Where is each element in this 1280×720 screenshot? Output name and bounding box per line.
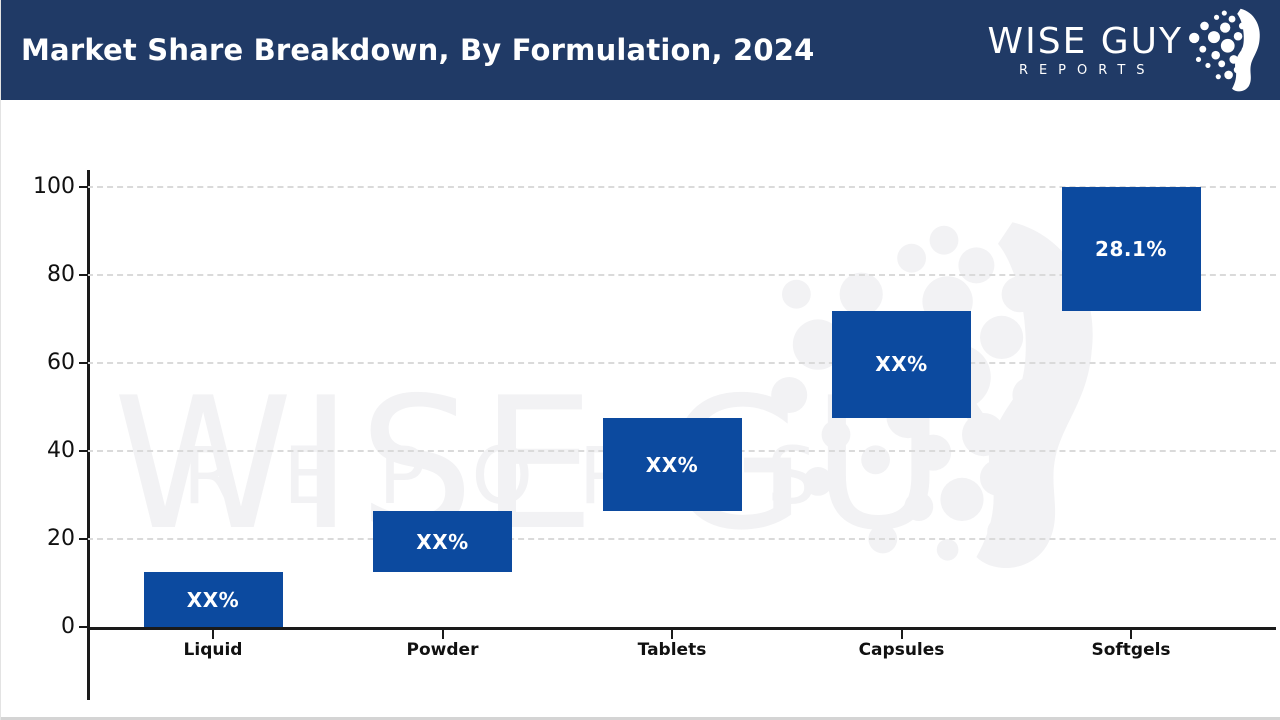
- y-axis-tick-label-0: 0: [61, 614, 75, 639]
- x-axis-line: [87, 627, 1276, 630]
- bar-value-label-tablets: XX%: [645, 452, 699, 477]
- x-axis-label-softgels: Softgels: [1091, 640, 1171, 660]
- y-axis-line: [87, 170, 90, 700]
- y-axis-tick-label-60: 60: [47, 350, 75, 375]
- y-axis-tick-0: [79, 626, 88, 628]
- y-axis-tick-60: [79, 362, 88, 364]
- gridline-y100: [87, 186, 1276, 188]
- x-axis-label-powder: Powder: [406, 640, 479, 660]
- header-bar: Market Share Breakdown, By Formulation, …: [1, 0, 1280, 100]
- wise-guy-reports-logo: WISE GUY REPORTS: [988, 6, 1264, 94]
- logo-subtext: REPORTS: [1018, 62, 1156, 78]
- y-axis-tick-80: [79, 274, 88, 276]
- bar-powder: XX%: [373, 511, 512, 572]
- y-axis-tick-label-40: 40: [47, 438, 75, 463]
- y-axis-tick-100: [79, 186, 88, 188]
- x-axis-tick-liquid: [212, 630, 214, 639]
- x-axis-label-capsules: Capsules: [858, 640, 945, 660]
- y-axis-tick-20: [79, 538, 88, 540]
- bar-softgels: 28.1%: [1061, 187, 1201, 311]
- y-axis-tick-40: [79, 450, 88, 452]
- page-title: Market Share Breakdown, By Formulation, …: [21, 33, 815, 67]
- bar-value-label-softgels: 28.1%: [1095, 236, 1167, 261]
- x-axis-tick-tablets: [671, 630, 673, 639]
- logo-wordmark: WISE GUY: [987, 20, 1183, 62]
- y-axis-tick-label-20: 20: [47, 526, 75, 551]
- bar-value-label-capsules: XX%: [875, 352, 928, 377]
- bar-tablets: XX%: [602, 418, 742, 512]
- x-axis-label-tablets: Tablets: [637, 640, 707, 660]
- logo-text: WISE GUY REPORTS: [987, 20, 1184, 78]
- bar-liquid: XX%: [143, 572, 283, 627]
- watermark-subtext: REPORTS: [183, 432, 863, 522]
- gridline-y80: [87, 274, 1276, 276]
- chart-area: WISE GUY REPORTS 0 20 40 60 80 100 Liquid XX% Po…: [1, 100, 1280, 717]
- bar-value-label-powder: XX%: [416, 529, 469, 554]
- bar-value-label-liquid: XX%: [186, 587, 240, 612]
- x-axis-tick-softgels: [1130, 630, 1132, 639]
- x-axis-tick-capsules: [900, 630, 903, 639]
- gridline-y20: [87, 538, 1276, 540]
- dotted-head-icon: [1189, 8, 1260, 92]
- y-axis-tick-label-100: 100: [33, 174, 75, 199]
- x-axis-tick-powder: [441, 630, 444, 639]
- bottom-border-line: [1, 717, 1280, 720]
- bar-capsules: XX%: [832, 310, 971, 418]
- y-axis-tick-label-80: 80: [47, 262, 75, 287]
- gridline-y60: [87, 362, 1276, 364]
- x-axis-label-liquid: Liquid: [183, 640, 243, 660]
